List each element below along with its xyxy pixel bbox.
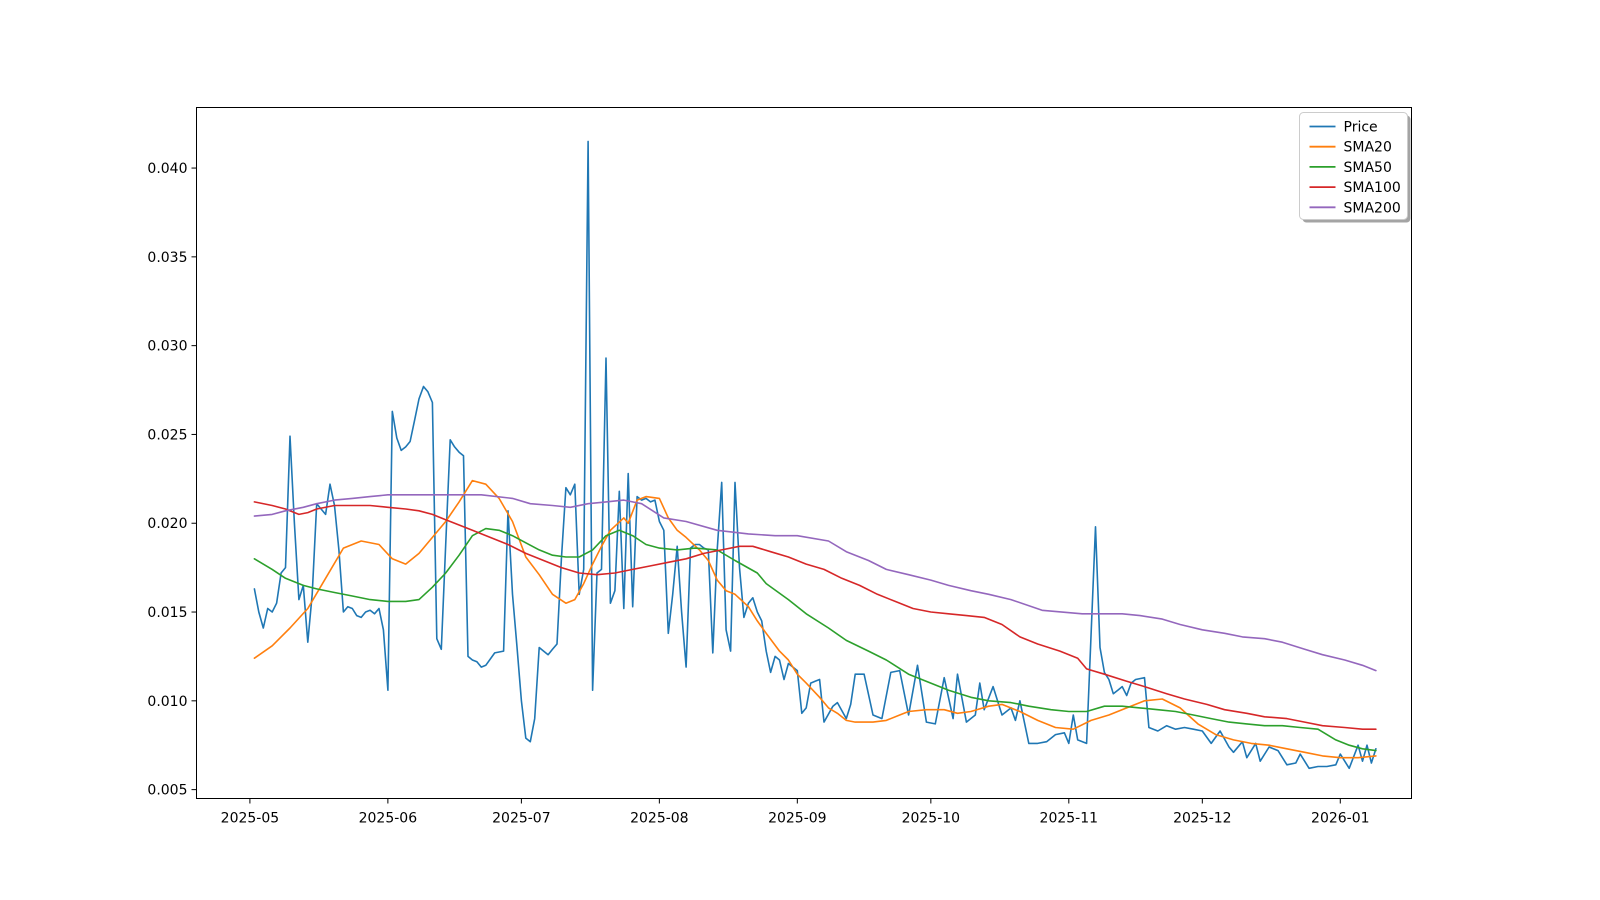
legend-label: Price xyxy=(1344,120,1378,136)
y-tick-label: 0.035 xyxy=(147,250,187,266)
y-tick-label: 0.020 xyxy=(147,516,187,532)
legend: Price SMA20 SMA50 SMA100 SMA200 xyxy=(1299,112,1411,223)
x-tick-label: 2025-11 xyxy=(1040,811,1099,827)
series-line-sma20 xyxy=(253,479,1377,759)
x-tick-label: 2025-09 xyxy=(768,811,827,827)
x-tick-label: 2025-10 xyxy=(902,811,961,827)
x-tick-label: 2025-06 xyxy=(359,811,418,827)
legend-item-sma20: SMA20 xyxy=(1309,140,1392,156)
x-tick-label: 2025-05 xyxy=(221,811,280,827)
legend-item-price: Price xyxy=(1309,120,1378,136)
x-tick-label: 2025-08 xyxy=(630,811,689,827)
x-tick-label: 2025-12 xyxy=(1173,811,1232,827)
y-tick-label: 0.010 xyxy=(147,694,187,710)
x-tick-label: 2026-01 xyxy=(1311,811,1370,827)
series-line-sma50 xyxy=(253,527,1377,752)
legend-box xyxy=(1299,112,1408,220)
legend-item-sma50: SMA50 xyxy=(1309,160,1392,176)
legend-label: SMA200 xyxy=(1344,200,1401,216)
legend-label: SMA50 xyxy=(1344,160,1392,176)
series-line-sma100 xyxy=(253,501,1377,731)
y-tick-label: 0.040 xyxy=(147,161,187,177)
y-tick-label: 0.025 xyxy=(147,427,187,443)
y-tick-label: 0.030 xyxy=(147,339,187,355)
axes: 2025-05 2025-06 2025-07 2025-08 2025-09 2025-… xyxy=(147,161,1369,826)
legend-label: SMA20 xyxy=(1344,140,1392,156)
y-tick-label: 0.005 xyxy=(147,783,187,799)
legend-label: SMA100 xyxy=(1344,180,1401,196)
legend-item-sma100: SMA100 xyxy=(1309,180,1401,196)
series-line-price xyxy=(253,140,1377,770)
series-group xyxy=(253,140,1377,770)
y-tick-label: 0.015 xyxy=(147,605,187,621)
plot-border xyxy=(196,107,1412,799)
x-tick-label: 2025-07 xyxy=(492,811,551,827)
series-line-sma200 xyxy=(253,493,1377,672)
legend-item-sma200: SMA200 xyxy=(1309,200,1401,216)
